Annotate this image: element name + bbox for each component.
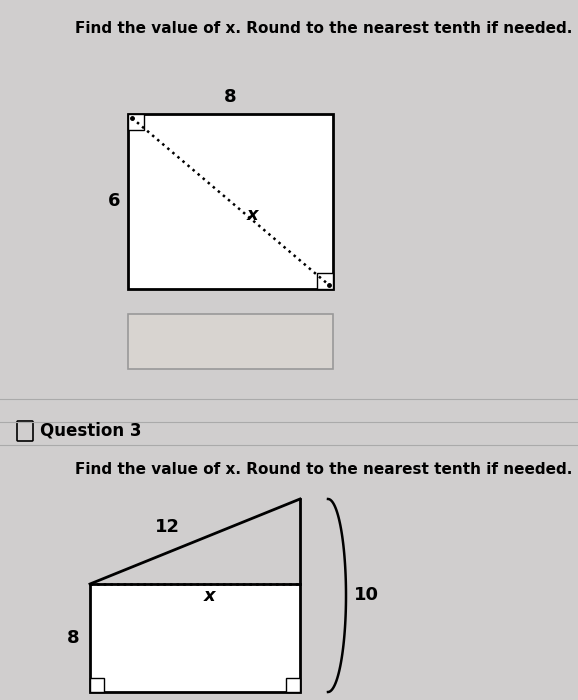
Text: 8: 8: [68, 629, 80, 647]
FancyBboxPatch shape: [17, 421, 33, 441]
Bar: [128, 114, 144, 130]
Text: Find the value of x. Round to the nearest tenth if needed.: Find the value of x. Round to the neares…: [75, 462, 572, 477]
Text: x: x: [204, 587, 216, 605]
Bar: [90, 678, 104, 692]
Text: 8: 8: [224, 88, 237, 106]
Bar: [90, 584, 300, 692]
Text: Question 3: Question 3: [40, 422, 142, 440]
Bar: [286, 678, 300, 692]
Text: Find the value of x. Round to the nearest tenth if needed.: Find the value of x. Round to the neares…: [75, 21, 572, 36]
Bar: [128, 114, 333, 289]
Text: x: x: [247, 206, 258, 225]
Bar: [317, 273, 333, 289]
Text: 10: 10: [354, 587, 379, 605]
Text: 6: 6: [108, 193, 120, 211]
Bar: [128, 314, 333, 369]
Text: 12: 12: [155, 519, 180, 536]
